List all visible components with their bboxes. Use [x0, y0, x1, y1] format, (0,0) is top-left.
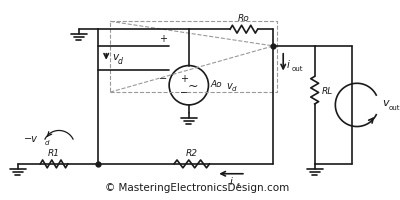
Text: i: i — [230, 176, 232, 186]
Text: v: v — [226, 81, 232, 91]
Text: Ao: Ao — [210, 79, 222, 88]
Text: +: + — [159, 34, 167, 44]
Text: Ro: Ro — [238, 14, 250, 23]
Text: −: − — [180, 88, 188, 98]
Text: RL: RL — [322, 86, 333, 95]
Text: f: f — [237, 182, 240, 188]
Text: d: d — [44, 140, 49, 146]
Text: out: out — [388, 104, 400, 110]
Text: i: i — [286, 59, 289, 69]
Text: R1: R1 — [48, 148, 60, 157]
Text: −v: −v — [24, 134, 38, 144]
Text: +: + — [180, 74, 188, 84]
Text: out: out — [292, 65, 304, 71]
Text: −: − — [159, 74, 167, 84]
Text: d: d — [118, 57, 123, 66]
Text: ~: ~ — [188, 79, 198, 92]
Text: d: d — [232, 86, 236, 92]
Text: R2: R2 — [186, 148, 198, 157]
Text: © MasteringElectronicsDesign.com: © MasteringElectronicsDesign.com — [104, 183, 289, 192]
Text: v: v — [382, 97, 389, 107]
Text: v: v — [112, 51, 118, 61]
